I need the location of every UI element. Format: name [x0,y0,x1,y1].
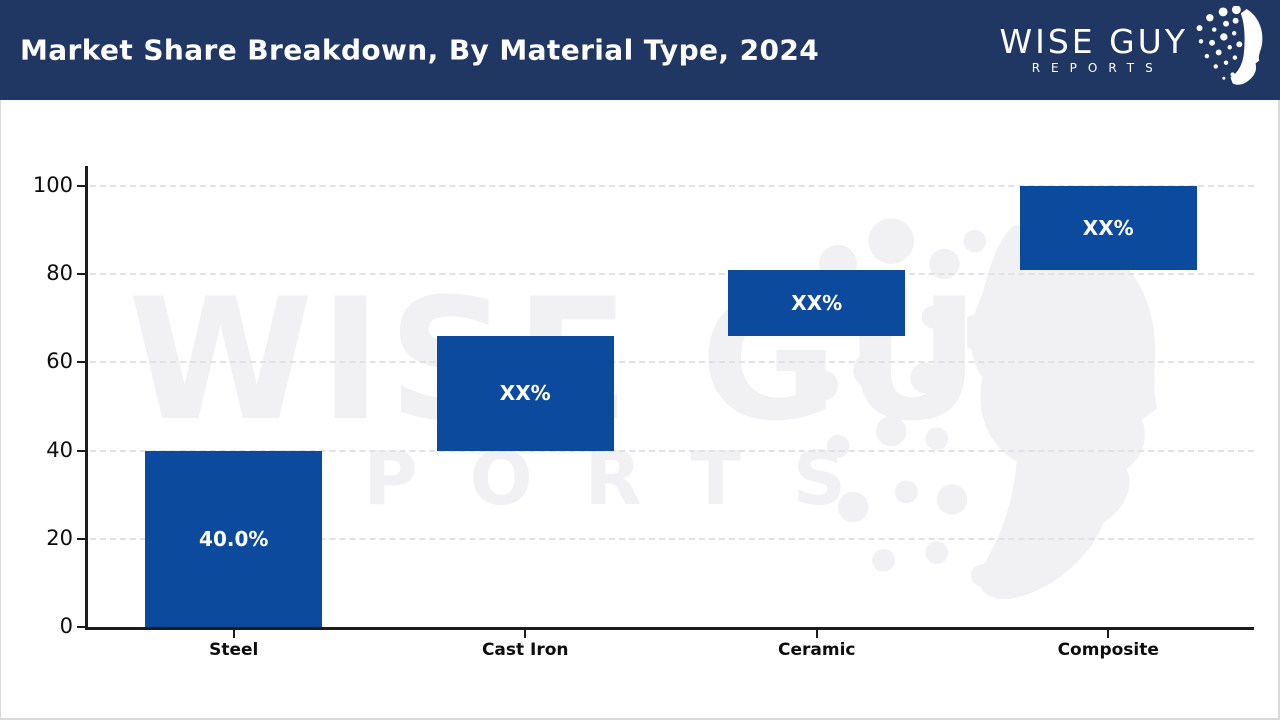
brand-logo-text: WISE GUY REPORTS [999,25,1188,75]
x-tick-3 [1107,630,1110,638]
y-tick-label-40: 40 [46,437,73,462]
x-tick-1 [524,630,527,638]
brand-logo: WISE GUY REPORTS [999,5,1266,94]
bar-value-label: XX% [1082,215,1134,240]
bar-value-label: XX% [791,290,843,315]
bar-composite: XX% [1019,186,1197,270]
x-category-label: Ceramic [778,640,856,660]
brand-subname: REPORTS [1031,60,1164,75]
x-category-label: Composite [1057,640,1159,660]
page-border-bottom [0,718,1280,720]
gridline-40 [90,449,1254,452]
bar-value-label: 40.0% [199,526,269,551]
brand-name: WISE GUY [999,22,1188,62]
watermark-text-line1: WISE GUY [128,262,1115,458]
y-tick-label-80: 80 [46,261,73,286]
header-band: Market Share Breakdown, By Material Type… [0,0,1280,100]
page-title: Market Share Breakdown, By Material Type… [20,33,820,67]
bar-steel: 40.0% [145,450,323,627]
bar-ceramic: XX% [728,269,906,336]
page-border-left [0,100,1,720]
y-tick-100 [77,185,86,187]
x-tick-0 [232,630,235,638]
dotted-head-profile-icon [1192,5,1266,94]
y-axis-spine [85,166,88,630]
y-tick-80 [77,273,86,276]
y-tick-20 [77,537,86,540]
x-tick-2 [815,630,818,638]
y-tick-40 [77,449,86,452]
y-tick-0 [77,626,86,628]
bar-cast-iron: XX% [436,335,614,451]
gridline-80 [90,273,1254,276]
gridline-60 [90,361,1254,364]
page-border-right [1278,100,1280,720]
y-tick-label-100: 100 [32,173,73,197]
y-tick-label-20: 20 [46,525,73,550]
gridline-100 [90,185,1254,187]
x-axis-spine [85,627,1254,630]
y-tick-60 [77,361,86,364]
y-tick-label-60: 60 [46,349,73,374]
x-category-label: Cast Iron [481,640,569,660]
x-category-label: Steel [209,640,259,660]
gridline-20 [90,537,1254,540]
bar-value-label: XX% [499,381,551,406]
y-tick-label-0: 0 [59,614,73,638]
